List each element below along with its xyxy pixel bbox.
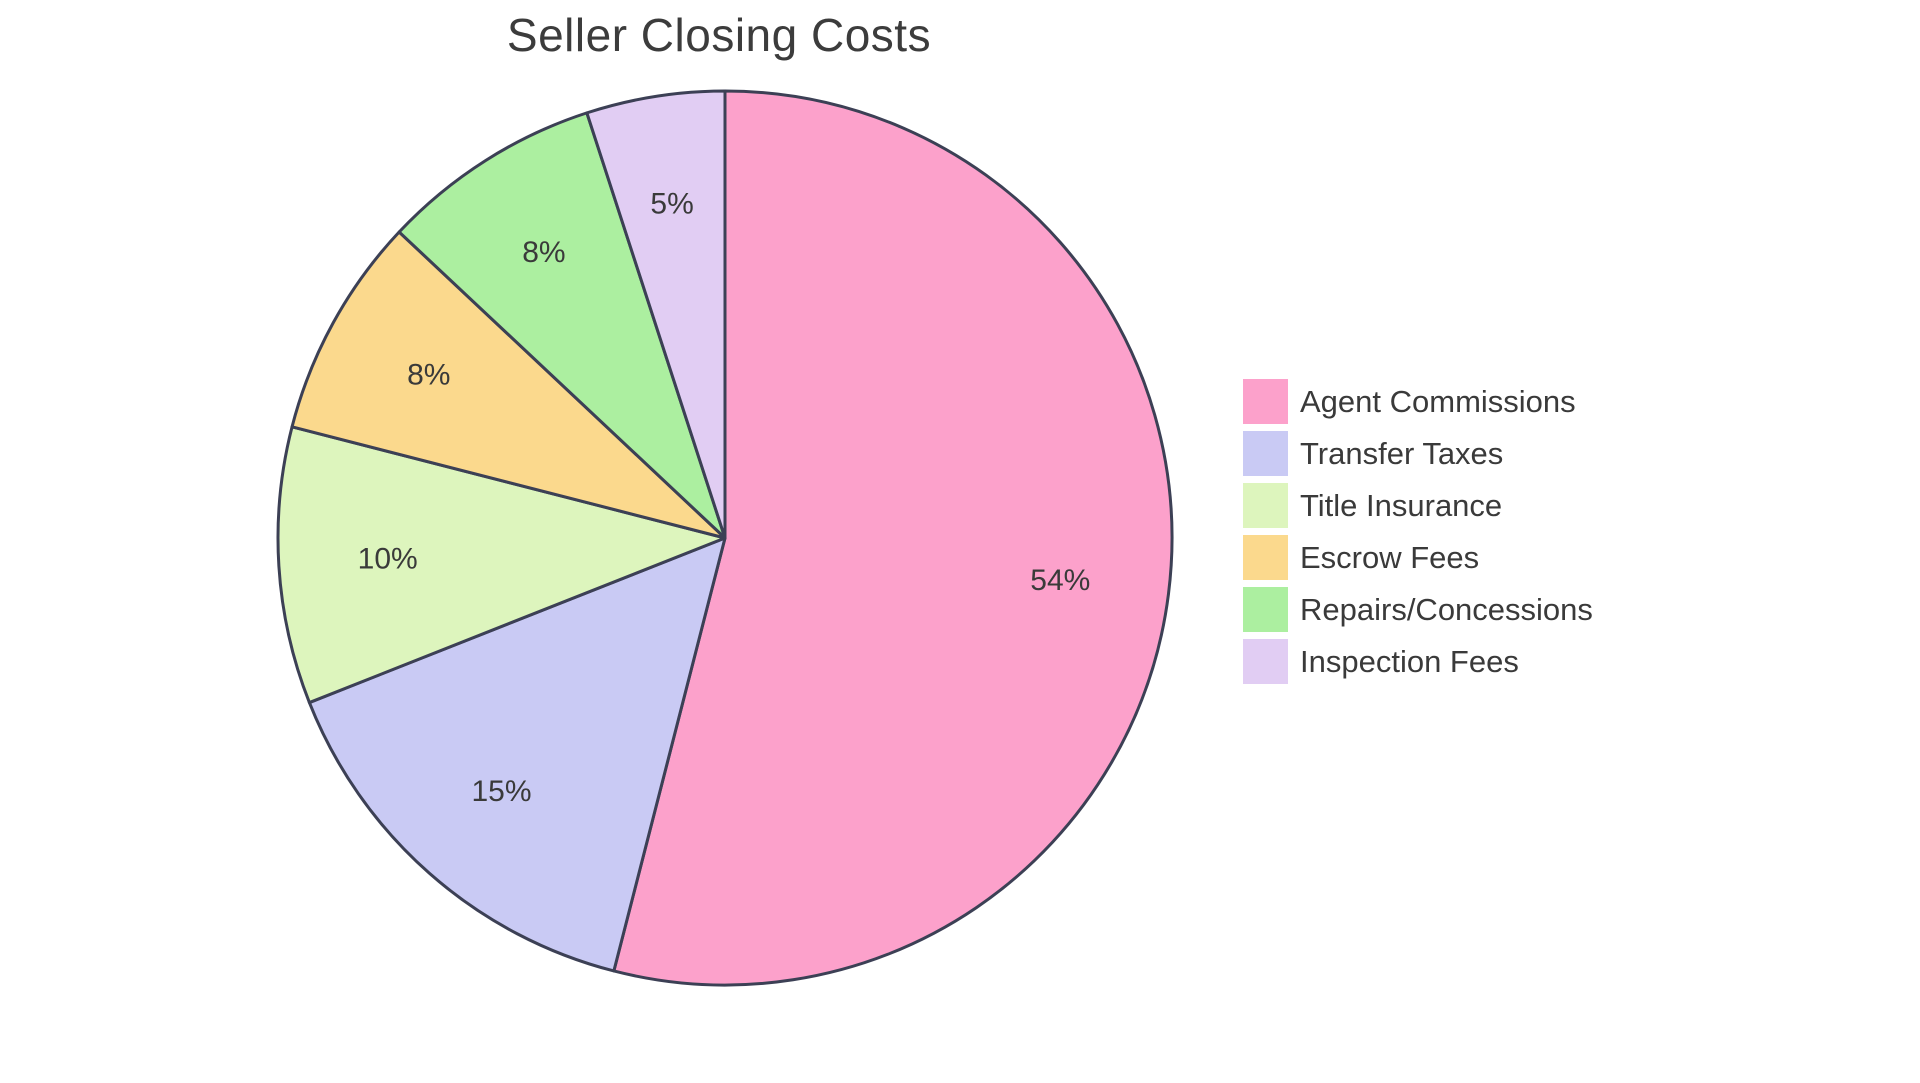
pie-slice-inspection-fees xyxy=(585,89,727,540)
legend-swatch xyxy=(1243,483,1288,528)
legend: Agent Commissions Transfer Taxes Title Ins… xyxy=(1243,379,1593,684)
slice-value-label: 10% xyxy=(358,543,418,576)
legend-item: Title Insurance xyxy=(1243,483,1593,528)
legend-label: Title Insurance xyxy=(1300,487,1503,523)
pie-slice-transfer-taxes xyxy=(307,536,727,973)
legend-item: Repairs/Concessions xyxy=(1243,587,1593,632)
legend-item: Inspection Fees xyxy=(1243,639,1593,684)
legend-label: Agent Commissions xyxy=(1300,383,1576,419)
legend-item: Agent Commissions xyxy=(1243,379,1593,424)
pie-slice-repairs-concessions xyxy=(397,111,727,540)
legend-label: Transfer Taxes xyxy=(1300,435,1504,471)
slice-value-label: 54% xyxy=(1030,564,1090,597)
legend-label: Inspection Fees xyxy=(1300,643,1519,679)
slice-value-label: 5% xyxy=(650,188,693,221)
slice-value-label: 8% xyxy=(407,359,450,392)
legend-swatch xyxy=(1243,587,1288,632)
legend-label: Escrow Fees xyxy=(1300,539,1480,575)
legend-swatch xyxy=(1243,431,1288,476)
pie-slice-title-insurance xyxy=(276,425,727,705)
chart-title: Seller Closing Costs xyxy=(506,9,932,61)
legend-swatch xyxy=(1243,535,1288,580)
slice-value-label: 8% xyxy=(522,236,565,269)
legend-label: Repairs/Concessions xyxy=(1300,591,1593,627)
legend-swatch xyxy=(1243,639,1288,684)
legend-item: Escrow Fees xyxy=(1243,535,1593,580)
legend-item: Transfer Taxes xyxy=(1243,431,1593,476)
pie-slice-escrow-fees xyxy=(290,230,727,540)
slice-value-label: 15% xyxy=(471,775,531,808)
pie-slice-agent-commissions xyxy=(612,89,1174,987)
legend-swatch xyxy=(1243,379,1288,424)
